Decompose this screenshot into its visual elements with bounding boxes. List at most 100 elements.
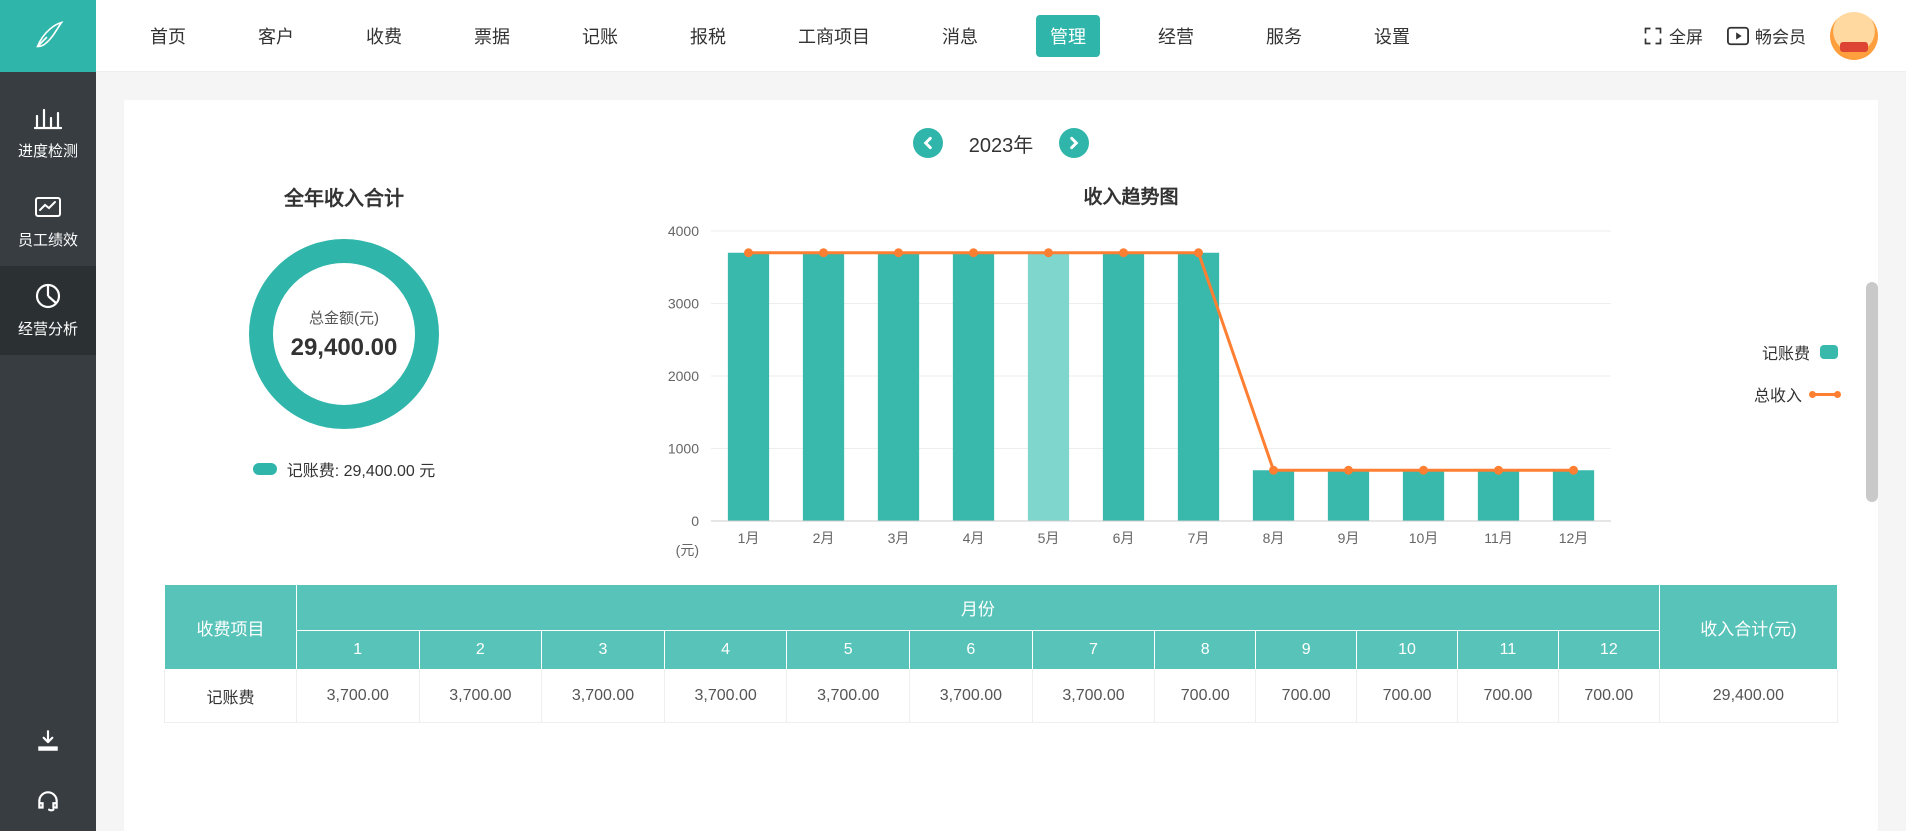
row-value: 3,700.00	[296, 670, 419, 723]
logo[interactable]	[0, 0, 96, 72]
revenue-table: 收费项目月份收入合计(元)123456789101112记账费3,700.003…	[164, 584, 1838, 723]
sidebar-label: 进度检测	[18, 140, 78, 161]
row-value: 3,700.00	[664, 670, 787, 723]
svg-text:3月: 3月	[888, 530, 910, 546]
table-row: 记账费3,700.003,700.003,700.003,700.003,700…	[165, 670, 1838, 723]
chevron-left-icon	[921, 136, 935, 150]
th-total: 收入合计(元)	[1659, 585, 1837, 670]
nav-item-0[interactable]: 首页	[136, 15, 200, 57]
svg-text:7月: 7月	[1188, 530, 1210, 546]
th-month: 6	[910, 631, 1033, 670]
sidebar: 进度检测员工绩效经营分析	[0, 72, 96, 831]
th-month: 1	[296, 631, 419, 670]
th-month: 4	[664, 631, 787, 670]
member-label: 畅会员	[1755, 23, 1806, 48]
svg-text:11月: 11月	[1484, 530, 1513, 546]
svg-text:1月: 1月	[738, 530, 760, 546]
chevron-right-icon	[1067, 136, 1081, 150]
row-value: 700.00	[1256, 670, 1357, 723]
play-icon	[1727, 26, 1749, 46]
scrollbar-thumb[interactable]	[1866, 282, 1878, 502]
svg-text:1000: 1000	[668, 441, 699, 457]
download-icon	[34, 727, 62, 755]
year-selector: 2023年	[164, 128, 1838, 158]
sidebar-label: 经营分析	[18, 318, 78, 339]
row-value: 3,700.00	[787, 670, 910, 723]
content-area: 2023年 全年收入合计 总金额(元) 29,400.00	[96, 72, 1906, 831]
row-value: 700.00	[1558, 670, 1659, 723]
nav-right: 全屏 畅会员	[1643, 12, 1906, 60]
sidebar-download[interactable]	[0, 711, 96, 771]
year-prev-button[interactable]	[913, 128, 943, 158]
headset-icon	[34, 787, 62, 815]
sidebar-item-2[interactable]: 经营分析	[0, 266, 96, 355]
summary-title: 全年收入合计	[284, 182, 404, 211]
th-corner: 收费项目	[165, 585, 297, 670]
legend-bar: 记账费	[1718, 340, 1838, 364]
member-button[interactable]: 畅会员	[1727, 23, 1806, 48]
th-month: 10	[1357, 631, 1458, 670]
svg-text:2月: 2月	[813, 530, 835, 546]
svg-text:6月: 6月	[1113, 530, 1135, 546]
trend-icon	[34, 193, 62, 221]
nav-item-8[interactable]: 管理	[1036, 15, 1100, 57]
sidebar-support[interactable]	[0, 771, 96, 831]
fullscreen-icon	[1643, 26, 1663, 46]
year-next-button[interactable]	[1059, 128, 1089, 158]
nav-item-10[interactable]: 服务	[1252, 15, 1316, 57]
svg-text:(元): (元)	[676, 542, 699, 558]
legend-bar-swatch	[1820, 345, 1838, 359]
svg-text:4000: 4000	[668, 223, 699, 239]
row-value: 700.00	[1457, 670, 1558, 723]
nav-item-11[interactable]: 设置	[1360, 15, 1424, 57]
nav-item-4[interactable]: 记账	[568, 15, 632, 57]
nav-item-2[interactable]: 收费	[352, 15, 416, 57]
fullscreen-button[interactable]: 全屏	[1643, 23, 1703, 48]
row-value: 3,700.00	[1032, 670, 1155, 723]
svg-text:10月: 10月	[1409, 530, 1439, 546]
sidebar-item-0[interactable]: 进度检测	[0, 88, 96, 177]
legend-line: 总收入	[1718, 382, 1838, 406]
svg-text:12月: 12月	[1559, 530, 1589, 546]
summary-column: 全年收入合计 总金额(元) 29,400.00 记账费: 29,400.00 元	[164, 182, 524, 564]
fullscreen-label: 全屏	[1669, 23, 1703, 48]
year-label: 2023年	[969, 129, 1034, 158]
chart-legend: 记账费 总收入	[1718, 182, 1838, 564]
legend-line-label: 总收入	[1754, 382, 1802, 406]
row-total: 29,400.00	[1659, 670, 1837, 723]
th-month: 5	[787, 631, 910, 670]
th-month: 11	[1457, 631, 1558, 670]
legend-text: 记账费: 29,400.00 元	[287, 457, 436, 481]
nav-list: 首页 客户 收费 票据 记账 报税 工商项目 消息 管理 经营 服务 设置	[96, 15, 1643, 57]
th-month: 3	[542, 631, 665, 670]
pie-icon	[34, 282, 62, 310]
nav-item-9[interactable]: 经营	[1144, 15, 1208, 57]
chart-column: 收入趋势图 01000200030004000(元)1月2月3月4月5月6月7月…	[564, 182, 1838, 564]
row-value: 700.00	[1357, 670, 1458, 723]
sidebar-label: 员工绩效	[18, 229, 78, 250]
summary-donut: 总金额(元) 29,400.00	[249, 239, 439, 429]
top-nav: 首页 客户 收费 票据 记账 报税 工商项目 消息 管理 经营 服务 设置 全屏 畅会员	[0, 0, 1906, 72]
nav-item-1[interactable]: 客户	[244, 15, 308, 57]
svg-text:9月: 9月	[1338, 530, 1360, 546]
row-value: 700.00	[1155, 670, 1256, 723]
row-value: 3,700.00	[419, 670, 542, 723]
th-month: 12	[1558, 631, 1659, 670]
row-value: 3,700.00	[542, 670, 665, 723]
legend-swatch	[253, 463, 277, 475]
svg-text:8月: 8月	[1263, 530, 1285, 546]
nav-item-6[interactable]: 工商项目	[784, 15, 884, 57]
row-value: 3,700.00	[910, 670, 1033, 723]
svg-text:2000: 2000	[668, 368, 699, 384]
mascot-icon[interactable]	[1830, 12, 1878, 60]
donut-value: 29,400.00	[291, 334, 398, 362]
nav-item-3[interactable]: 票据	[460, 15, 524, 57]
svg-text:4月: 4月	[963, 530, 985, 546]
donut-label: 总金额(元)	[309, 307, 379, 328]
sidebar-item-1[interactable]: 员工绩效	[0, 177, 96, 266]
nav-item-5[interactable]: 报税	[676, 15, 740, 57]
revenue-chart: 01000200030004000(元)1月2月3月4月5月6月7月8月9月10…	[564, 221, 1698, 561]
feather-icon	[30, 18, 66, 54]
bars-icon	[34, 104, 62, 132]
nav-item-7[interactable]: 消息	[928, 15, 992, 57]
